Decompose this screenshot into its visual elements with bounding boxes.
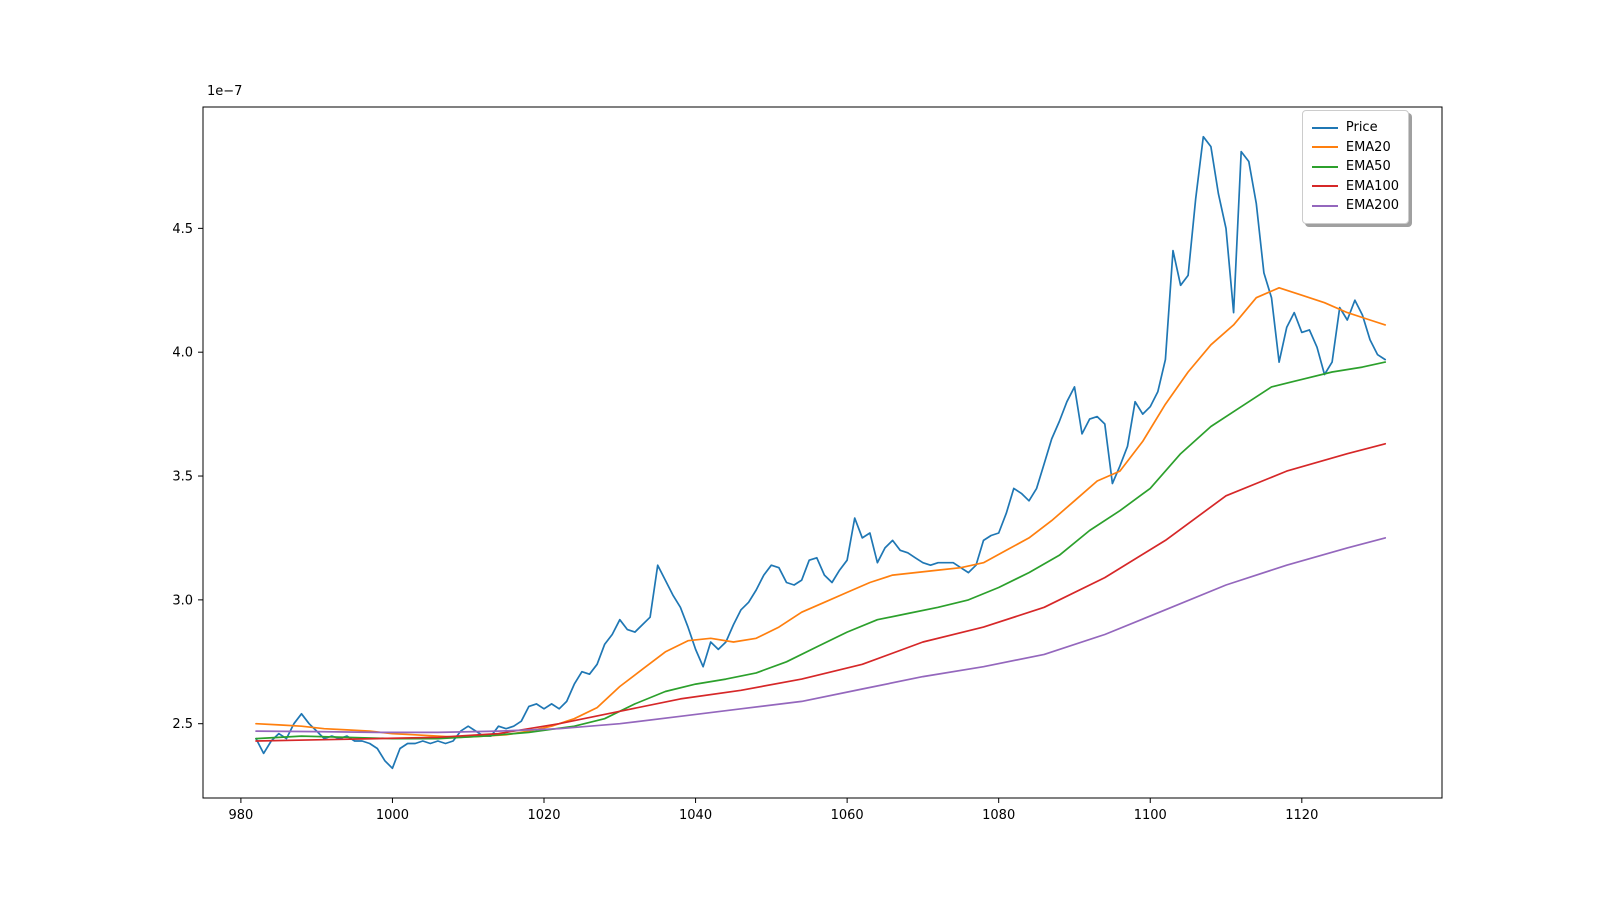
series-line-ema50	[255, 361, 1387, 740]
series-line-ema200	[255, 537, 1387, 734]
x-tick-label: 1020	[527, 808, 560, 823]
legend-label-price: Price	[1345, 120, 1378, 136]
ema50-line-swatch	[1311, 165, 1338, 168]
legend[interactable]: Price EMA20 EMA50 EMA100 EMA200	[1301, 110, 1409, 224]
legend-entry-ema50: EMA50	[1311, 157, 1399, 177]
legend-entry-price: Price	[1311, 118, 1399, 138]
x-tick-label: 1080	[982, 808, 1015, 823]
series-line-ema100	[255, 442, 1387, 742]
legend-entry-ema100: EMA100	[1311, 177, 1399, 197]
x-tick-label: 1040	[679, 808, 712, 823]
x-tick-label: 980	[228, 808, 253, 823]
series-line-ema20	[255, 286, 1387, 739]
axis-ticks: 980 1000 1020 1040 1060 1080 1100 1120 2.5 3.0 3.5…	[172, 222, 1318, 823]
y-axis-offset-label: 1e−7	[207, 84, 243, 99]
price-line-swatch	[1311, 126, 1338, 129]
y-tick-label: 2.5	[172, 717, 193, 732]
legend-label-ema20: EMA20	[1345, 139, 1391, 155]
y-tick-label: 3.5	[172, 470, 193, 485]
legend-label-ema100: EMA100	[1345, 178, 1399, 194]
series-line-price	[255, 135, 1387, 770]
y-tick-label: 3.0	[172, 593, 193, 608]
legend-label-ema200: EMA200	[1345, 198, 1399, 214]
plot-border	[202, 106, 1443, 799]
legend-entry-ema20: EMA20	[1311, 138, 1399, 158]
x-tick-label: 1120	[1285, 808, 1318, 823]
series-lines	[255, 135, 1387, 770]
legend-entry-ema200: EMA200	[1311, 196, 1399, 216]
y-tick-label: 4.0	[172, 346, 193, 361]
ema20-line-swatch	[1311, 146, 1338, 149]
ema200-line-swatch	[1311, 204, 1338, 207]
ema100-line-swatch	[1311, 185, 1338, 188]
x-tick-label: 1100	[1134, 808, 1167, 823]
y-tick-label: 4.5	[172, 222, 193, 237]
legend-label-ema50: EMA50	[1345, 159, 1391, 175]
x-tick-label: 1060	[831, 808, 864, 823]
x-tick-label: 1000	[376, 808, 409, 823]
